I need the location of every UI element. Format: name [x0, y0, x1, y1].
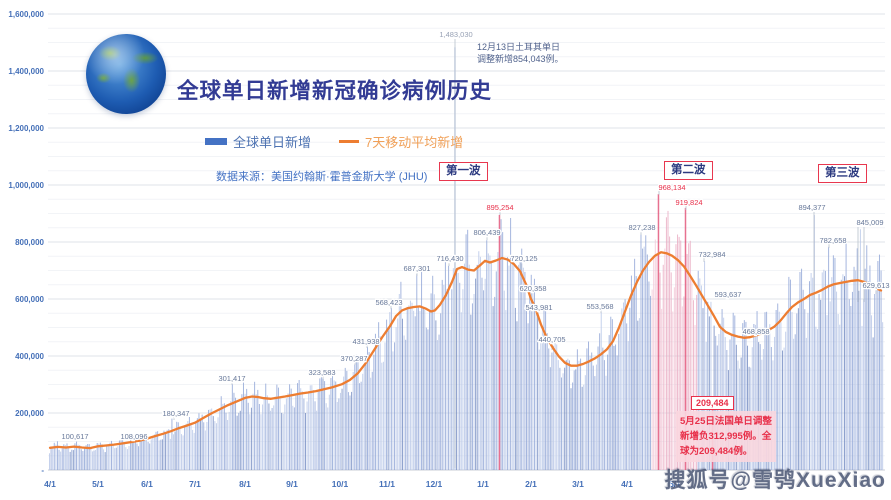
point-label: 716,430: [436, 254, 463, 263]
svg-text:400,000: 400,000: [15, 352, 44, 361]
point-label: 845,009: [856, 218, 883, 227]
svg-text:1/1: 1/1: [477, 479, 489, 489]
svg-text:600,000: 600,000: [15, 295, 44, 304]
watermark: 搜狐号@雪鸮XueXiao: [664, 469, 886, 492]
point-label: 301,417: [218, 374, 245, 383]
leader-lines: [173, 39, 877, 468]
point-label: 968,134: [658, 183, 685, 192]
france-note-line1: 5月25日法国单日调整: [680, 416, 772, 427]
turkey-note-line2: 调整新增854,043例。: [477, 54, 564, 64]
wave-2-badge: 第二波: [664, 161, 713, 180]
point-label: 100,617: [61, 432, 88, 441]
point-label: 894,377: [798, 203, 825, 212]
axis-labels: 1,600,000 1,400,000 1,200,000 1,000,000 800,…: [8, 10, 681, 489]
wave-1-badge: 第一波: [439, 162, 488, 181]
svg-text:5/1: 5/1: [92, 479, 104, 489]
point-label: 180,347: [162, 409, 189, 418]
svg-text:6/1: 6/1: [141, 479, 153, 489]
svg-text:1,000,000: 1,000,000: [8, 181, 44, 190]
point-label: 1,483,030: [439, 30, 472, 39]
legend: 全球单日新增 7天移动平均新增: [205, 132, 463, 151]
point-label: 108,096: [120, 432, 147, 441]
svg-text:3/1: 3/1: [572, 479, 584, 489]
point-label: 468,858: [742, 327, 769, 336]
point-label: 732,984: [698, 250, 725, 259]
legend-label-daily: 全球单日新增: [233, 135, 312, 150]
svg-text:12/1: 12/1: [426, 479, 443, 489]
svg-text:1,200,000: 1,200,000: [8, 124, 44, 133]
point-label: 720,125: [510, 254, 537, 263]
legend-label-avg: 7天移动平均新增: [365, 135, 464, 150]
svg-text:1,600,000: 1,600,000: [8, 10, 44, 19]
daily-bar-swatch-icon: [205, 138, 227, 145]
svg-text:-: -: [41, 466, 44, 475]
point-label: 782,658: [819, 236, 846, 245]
wave-3-badge: 第三波: [818, 164, 867, 183]
point-label: 827,238: [628, 223, 655, 232]
point-label: 806,439: [473, 228, 500, 237]
point-labels: 100,617 108,096 180,347 301,417 323,583 370,2…: [60, 29, 891, 443]
point-label: 620,358: [519, 284, 546, 293]
page-title: 全球单日新增新冠确诊病例历史: [177, 79, 493, 103]
avg-line-swatch-icon: [339, 140, 360, 143]
france-day-value-badge: 209,484: [691, 396, 734, 410]
point-label: 440,705: [538, 335, 565, 344]
point-label: 431,938: [352, 337, 379, 346]
svg-text:11/1: 11/1: [379, 479, 395, 489]
daily-bars: [49, 47, 884, 471]
point-label: 568,423: [375, 298, 402, 307]
point-label: 370,287: [340, 354, 367, 363]
data-source-note: 数据来源：美国约翰斯·霍普金斯大学 (JHU): [216, 171, 428, 183]
point-label: 629,613: [862, 281, 889, 290]
turkey-adjustment-note: 12月13日土耳其单日 调整新增854,043例。: [477, 41, 564, 65]
france-note-line2: 新增负312,995例。全: [680, 431, 772, 442]
svg-text:1,400,000: 1,400,000: [8, 67, 44, 76]
moving-average-line: [48, 251, 883, 450]
france-note-line3: 球为209,484例。: [680, 446, 753, 457]
svg-text:7/1: 7/1: [189, 479, 201, 489]
france-adjustment-note: 5月25日法国单日调整 新增负312,995例。全 球为209,484例。: [676, 411, 776, 462]
svg-text:8/1: 8/1: [239, 479, 251, 489]
svg-text:4/1: 4/1: [621, 479, 633, 489]
svg-text:10/1: 10/1: [332, 479, 349, 489]
turkey-note-line1: 12月13日土耳其单日: [477, 42, 561, 52]
svg-text:800,000: 800,000: [15, 238, 44, 247]
point-label: 543,981: [525, 303, 552, 312]
svg-text:9/1: 9/1: [286, 479, 298, 489]
svg-text:200,000: 200,000: [15, 409, 44, 418]
point-label: 687,301: [403, 264, 430, 273]
svg-text:4/1: 4/1: [44, 479, 56, 489]
point-label: 553,568: [586, 302, 613, 311]
svg-text:5/1: 5/1: [669, 479, 681, 489]
point-label: 593,637: [714, 290, 741, 299]
earth-globe-icon: [86, 34, 166, 114]
point-label: 919,824: [675, 198, 702, 207]
svg-text:2/1: 2/1: [525, 479, 537, 489]
point-label: 323,583: [308, 368, 335, 377]
point-label: 895,254: [486, 203, 513, 212]
